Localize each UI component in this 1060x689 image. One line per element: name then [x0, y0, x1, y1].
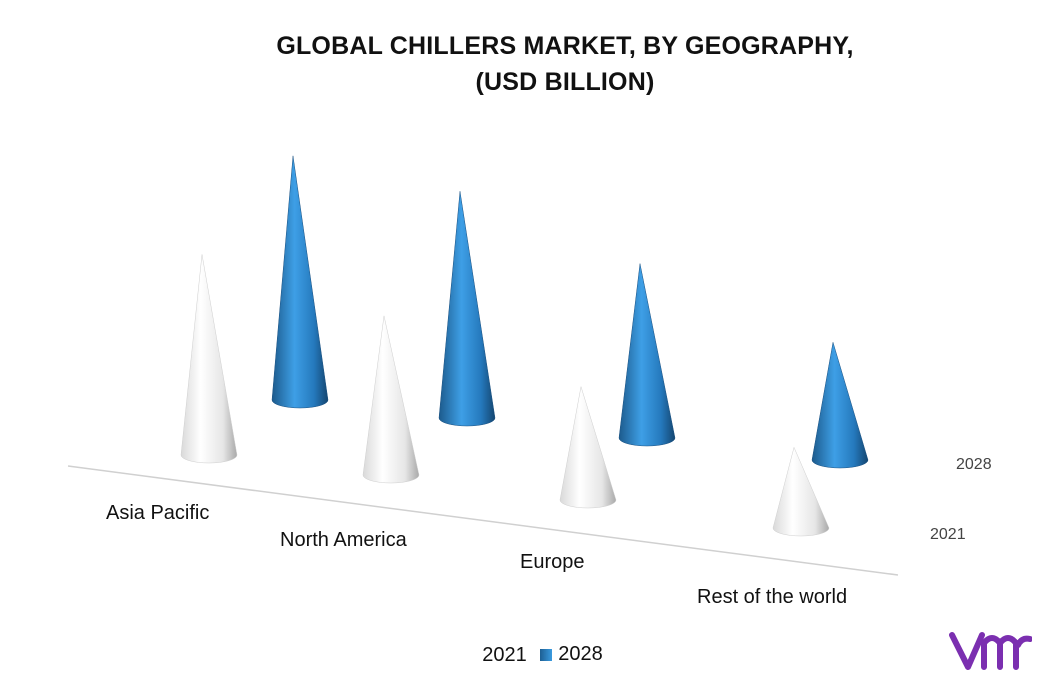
legend-item-2021: 2021 [482, 644, 527, 667]
chart-title-line2: (USD BILLION) [475, 68, 655, 96]
category-label-asia-pacific: Asia Pacific [106, 502, 210, 524]
legend-label-2021: 2021 [482, 643, 527, 666]
series-axis-label-2021: 2021 [930, 526, 966, 543]
chart-title-line1: GLOBAL CHILLERS MARKET, BY GEOGRAPHY, [276, 32, 854, 60]
category-label-rest-of-world: Rest of the world [697, 586, 848, 608]
cone-north-america-2028 [438, 191, 496, 427]
cone-europe-2028 [618, 263, 676, 447]
cone-europe-2021 [559, 386, 617, 509]
legend-swatch-2028 [540, 648, 553, 661]
vmr-logo-icon [949, 632, 1032, 670]
cone-asia-pacific-2028 [271, 155, 329, 409]
floor-axis-line [67, 465, 899, 576]
category-label-north-america: North America [280, 529, 407, 551]
category-label-europe: Europe [520, 551, 585, 573]
cone-asia-pacific-2021 [180, 254, 238, 464]
cone-north-america-2021 [362, 315, 420, 484]
series-axis-label-2028: 2028 [956, 456, 992, 473]
legend-label-2028: 2028 [558, 643, 603, 665]
legend-item-2028: 2028 [540, 643, 603, 666]
cone-rest-of-the-world-2028 [811, 342, 869, 469]
cone-rest-of-the-world-2021 [772, 446, 830, 537]
chart-legend: 2021 2028 [0, 643, 1060, 667]
